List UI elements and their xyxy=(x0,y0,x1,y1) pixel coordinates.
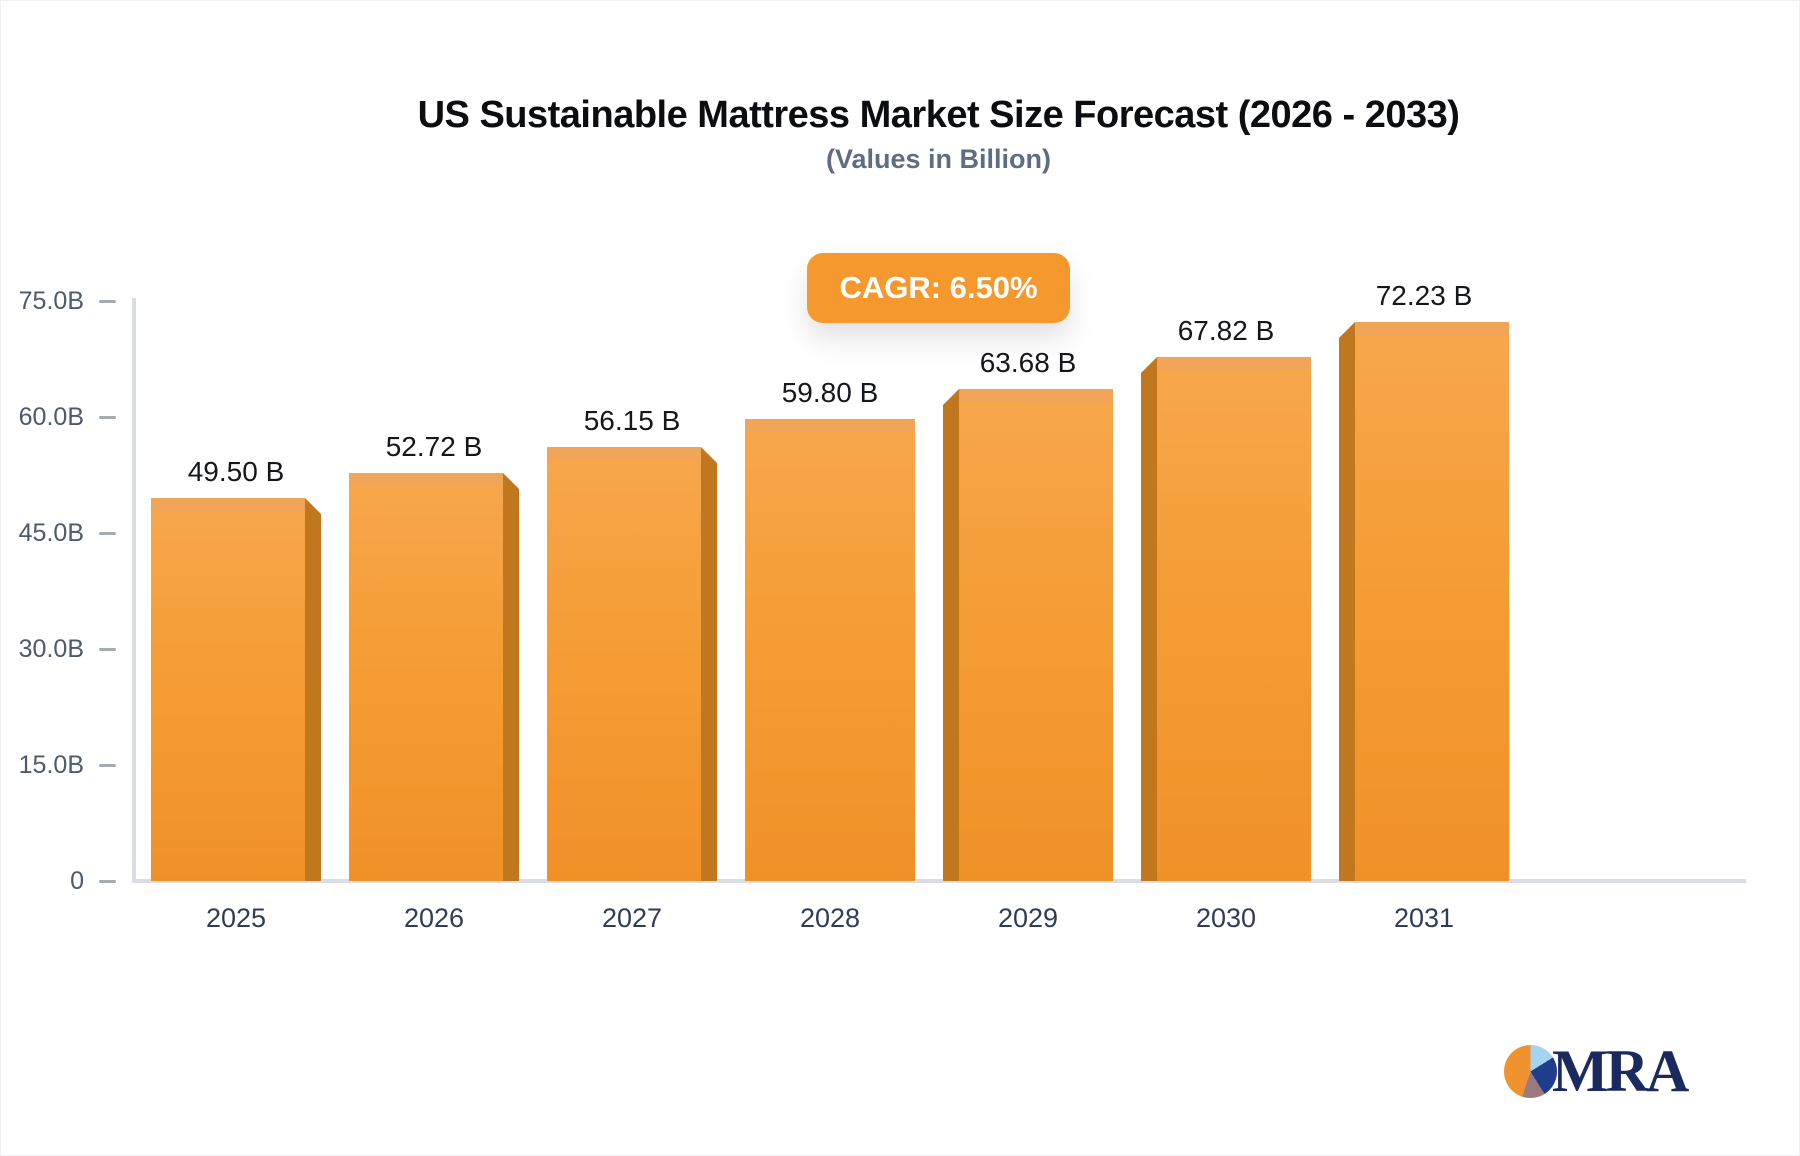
y-tick-label: 60.0B xyxy=(18,403,84,431)
y-tick-label: 45.0B xyxy=(18,519,84,547)
bar-value-label: 63.68 B xyxy=(979,347,1077,378)
y-tick-0: 0 xyxy=(1,866,132,896)
bar-column-2026: 52.72 B 2026 xyxy=(349,1,519,933)
bar-value-label: 59.80 B xyxy=(781,377,879,408)
y-tick-label: 0 xyxy=(70,867,84,895)
logo-text: MRA xyxy=(1552,1038,1689,1104)
bar-top-cap xyxy=(547,447,701,460)
bar-top-cap xyxy=(1355,322,1509,335)
chart-title: US Sustainable Mattress Market Size Fore… xyxy=(417,94,1460,136)
y-tick-dash-icon xyxy=(99,880,116,883)
bar-top-cap xyxy=(349,473,503,486)
bar-value-label: 72.23 B xyxy=(1375,280,1473,311)
bar-face xyxy=(1157,357,1311,881)
bar-2030 xyxy=(1141,357,1311,881)
bar-column-2028: 59.80 B 2028 xyxy=(745,1,915,933)
bar-column-2030: 67.82 B 2030 xyxy=(1141,1,1311,933)
bar-value-label: 67.82 B xyxy=(1177,315,1275,346)
bar-2027 xyxy=(547,447,717,881)
bar-face xyxy=(547,447,701,881)
y-tick-dash-icon xyxy=(99,300,116,303)
bar-2025 xyxy=(151,498,321,881)
bar-2028 xyxy=(745,419,915,881)
bar-top-cap xyxy=(151,498,305,511)
bar-top-cap xyxy=(1157,357,1311,370)
bar-top-cap xyxy=(745,419,915,432)
x-axis-label-2025: 2025 xyxy=(205,903,267,933)
bar-top-cap xyxy=(959,389,1113,402)
x-axis-label-2030: 2030 xyxy=(1195,903,1257,933)
bar-value-label: 52.72 B xyxy=(385,431,483,462)
x-axis-label-2027: 2027 xyxy=(601,903,663,933)
chart-header: US Sustainable Mattress Market Size Fore… xyxy=(131,93,1746,323)
y-tick-45.0B: 45.0B xyxy=(1,518,132,548)
x-axis-label-2028: 2028 xyxy=(799,903,861,933)
bar-2029 xyxy=(943,389,1113,881)
bar-column-2031: 72.23 B 2031 xyxy=(1339,1,1509,933)
y-tick-dash-icon xyxy=(99,764,116,767)
bar-3d-side xyxy=(701,447,717,881)
y-tick-30.0B: 30.0B xyxy=(1,634,132,664)
y-tick-dash-icon xyxy=(99,648,116,651)
y-tick-15.0B: 15.0B xyxy=(1,750,132,780)
bar-column-2029: 63.68 B 2029 xyxy=(943,1,1113,933)
y-tick-dash-icon xyxy=(99,416,116,419)
y-axis-line xyxy=(132,298,136,883)
x-axis-line xyxy=(132,879,1746,883)
y-tick-60.0B: 60.0B xyxy=(1,402,132,432)
bar-3d-side xyxy=(305,498,321,881)
bar-column-2027: 56.15 B 2027 xyxy=(547,1,717,933)
x-axis-label-2026: 2026 xyxy=(403,903,465,933)
bar-3d-side xyxy=(503,473,519,881)
bar-face xyxy=(1355,322,1509,881)
bar-2031 xyxy=(1339,322,1509,881)
y-tick-label: 30.0B xyxy=(18,635,84,663)
mra-logo: MRA xyxy=(1504,1038,1689,1104)
bar-3d-side xyxy=(1141,357,1157,881)
bar-value-label: 49.50 B xyxy=(187,456,285,487)
x-axis-label-2031: 2031 xyxy=(1393,903,1455,933)
x-axis-label-2029: 2029 xyxy=(997,903,1059,933)
bar-face xyxy=(151,498,305,881)
bar-3d-side xyxy=(1339,322,1355,881)
chart-subtitle: (Values in Billion) xyxy=(825,144,1052,174)
bar-face xyxy=(959,389,1113,881)
cagr-badge: CAGR: 6.50% xyxy=(807,253,1070,323)
bar-column-2025: 49.50 B 2025 xyxy=(151,1,321,933)
bar-face xyxy=(745,419,915,881)
bar-face xyxy=(349,473,503,881)
bar-value-label: 56.15 B xyxy=(583,405,681,436)
pie-chart-icon xyxy=(1504,1044,1557,1098)
y-tick-75.0B: 75.0B xyxy=(1,286,132,316)
bar-3d-side xyxy=(943,389,959,881)
y-tick-label: 75.0B xyxy=(18,287,84,315)
y-tick-label: 15.0B xyxy=(18,751,84,779)
bar-2026 xyxy=(349,473,519,881)
y-tick-dash-icon xyxy=(99,532,116,535)
